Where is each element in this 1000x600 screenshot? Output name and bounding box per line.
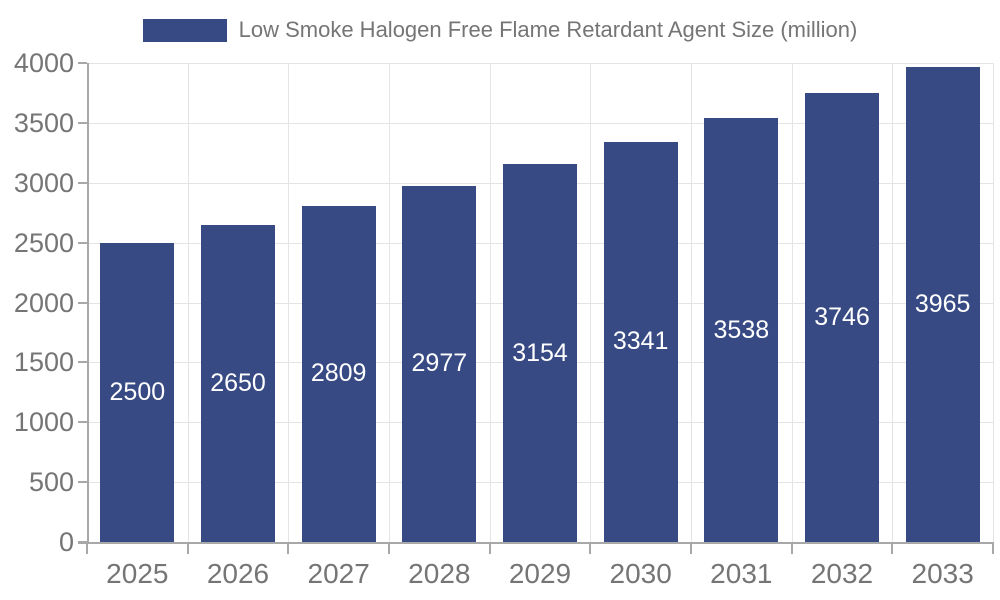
gridline-vertical (791, 63, 793, 542)
bar: 2977 (402, 185, 477, 542)
x-axis-tick (790, 542, 793, 554)
bar-value-label: 2809 (310, 359, 367, 388)
gridline-vertical (389, 63, 390, 542)
y-axis-tick-label: 4000 (13, 48, 74, 78)
y-axis-tick (78, 241, 87, 244)
x-axis-tick (488, 542, 491, 554)
y-axis-tick-label: 1000 (13, 407, 74, 438)
bar: 3746 (805, 93, 879, 542)
x-axis-tick-label: 2032 (810, 558, 874, 589)
x-axis-tick (589, 542, 592, 554)
y-axis-tick-label: 3000 (13, 167, 74, 198)
bar-value-label: 3746 (814, 303, 870, 332)
bar: 3538 (704, 118, 779, 542)
bar: 3154 (503, 164, 577, 542)
x-axis-line (78, 542, 993, 544)
legend[interactable]: Low Smoke Halogen Free Flame Retardant A… (0, 17, 1000, 43)
bar-value-label: 3154 (512, 338, 568, 367)
y-axis-tick (78, 62, 87, 64)
x-axis-tick (992, 542, 994, 554)
y-axis-tick-label: 2500 (13, 227, 74, 258)
x-axis-tick (86, 542, 88, 554)
x-axis-tick (891, 542, 894, 554)
legend-swatch-icon (142, 18, 227, 42)
bar-value-label: 2977 (411, 349, 468, 378)
gridline-horizontal (87, 63, 993, 64)
gridline-vertical (590, 63, 592, 542)
bar: 3341 (603, 141, 678, 542)
gridline-vertical (993, 63, 994, 542)
y-axis-line (87, 63, 89, 544)
y-axis-tick (78, 481, 87, 484)
y-axis-tick-label: 2000 (13, 287, 74, 318)
bar-value-label: 2500 (109, 377, 166, 406)
x-axis-tick (690, 542, 692, 554)
x-axis-tick-label: 2025 (106, 558, 169, 589)
y-axis-tick-label: 0 (58, 527, 74, 557)
x-axis-tick (287, 542, 290, 554)
bar: 2500 (100, 242, 175, 542)
x-axis-tick-label: 2028 (408, 558, 471, 589)
gridline-vertical (288, 63, 290, 542)
x-axis-tick-label: 2029 (508, 558, 572, 589)
legend-label: Low Smoke Halogen Free Flame Retardant A… (238, 17, 858, 42)
y-axis-tick (78, 361, 87, 364)
gridline-horizontal (87, 122, 993, 124)
bar-value-label: 3538 (713, 315, 770, 344)
bar-value-label: 2650 (210, 368, 266, 397)
y-axis-tick-label: 3500 (13, 107, 74, 138)
gridline-vertical (187, 63, 189, 542)
gridline-vertical (489, 63, 491, 542)
y-axis-tick (78, 181, 87, 184)
y-axis-tick-label: 500 (28, 467, 74, 498)
x-axis-tick (186, 542, 189, 554)
x-axis-tick-label: 2027 (307, 558, 370, 589)
gridline-vertical (892, 63, 894, 542)
y-axis-tick (78, 301, 87, 304)
bar-value-label: 3965 (914, 290, 971, 319)
y-axis-tick (78, 421, 87, 424)
bar: 2650 (201, 224, 275, 542)
bar-value-label: 3341 (612, 327, 669, 356)
gridline-vertical (691, 63, 692, 542)
y-axis-tick-label: 1500 (13, 347, 74, 378)
bar: 3965 (905, 67, 980, 542)
x-axis-tick-label: 2026 (206, 558, 270, 589)
x-axis-tick-label: 2031 (710, 558, 773, 589)
x-axis-tick-label: 2033 (911, 558, 974, 589)
x-axis-tick (388, 542, 390, 554)
y-axis-tick (78, 121, 87, 124)
x-axis-tick-label: 2030 (609, 558, 672, 589)
bar: 2809 (301, 205, 376, 542)
